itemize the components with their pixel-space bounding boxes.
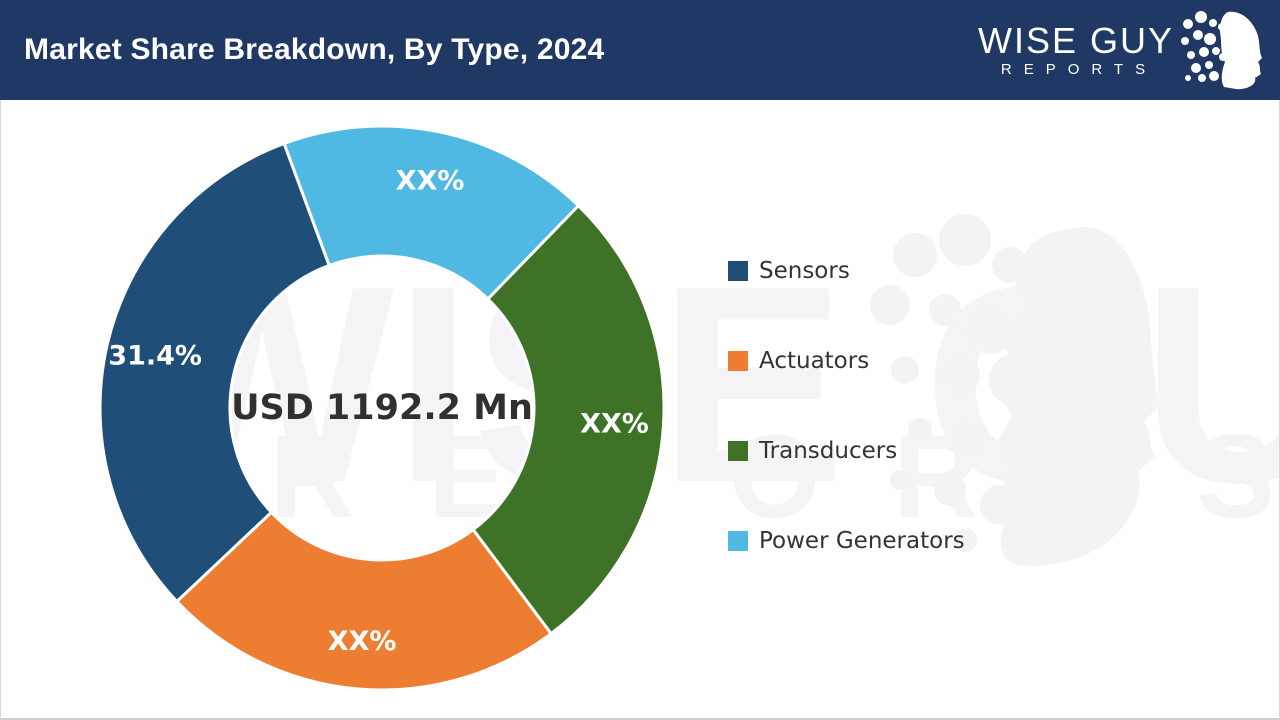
legend-label-transducers: Transducers: [759, 438, 898, 464]
legend-item-transducers[interactable]: Transducers: [728, 438, 965, 464]
legend-label-sensors: Sensors: [759, 258, 850, 284]
legend-item-sensors[interactable]: Sensors: [728, 258, 965, 284]
donut-chart[interactable]: 31.4% XX% XX% XX%: [95, 121, 669, 695]
logo-reports-text: REPORTS: [1000, 61, 1158, 79]
donut-segment-power-generators[interactable]: [282, 124, 581, 302]
legend-swatch-power-generators: [728, 531, 748, 551]
legend-swatch-sensors: [728, 261, 748, 281]
segment-label-transducers: XX%: [580, 409, 649, 440]
segment-label-actuators: XX%: [328, 626, 397, 657]
page-title: Market Share Breakdown, By Type, 2024: [24, 33, 605, 66]
logo-wordmark: WISE GUY REPORTS: [977, 19, 1174, 79]
legend-item-power-generators[interactable]: Power Generators: [728, 528, 965, 554]
wise-guy-logo: WISE GUY REPORTS: [978, 8, 1266, 92]
logo-face-icon: [1181, 11, 1262, 90]
logo-wordmark-text: WISE GUY: [977, 19, 1174, 61]
donut-segment-transducers[interactable]: [471, 203, 666, 636]
legend-swatch-transducers: [728, 441, 748, 461]
chart-center-value: USD 1192.2 Mn: [231, 388, 533, 428]
donut-segment-sensors[interactable]: [98, 141, 332, 604]
header: Market Share Breakdown, By Type, 2024 WI…: [0, 0, 1280, 100]
legend-item-actuators[interactable]: Actuators: [728, 348, 965, 374]
donut-segment-actuators[interactable]: [174, 510, 554, 692]
segment-label-power-generators: XX%: [396, 166, 465, 197]
legend: Sensors Actuators Transducers Power Generat…: [728, 258, 965, 619]
segment-label-sensors: 31.4%: [108, 341, 202, 372]
legend-label-actuators: Actuators: [759, 348, 870, 374]
legend-label-power-generators: Power Generators: [759, 528, 965, 554]
watermark-face: [870, 214, 1160, 566]
legend-swatch-actuators: [728, 351, 748, 371]
